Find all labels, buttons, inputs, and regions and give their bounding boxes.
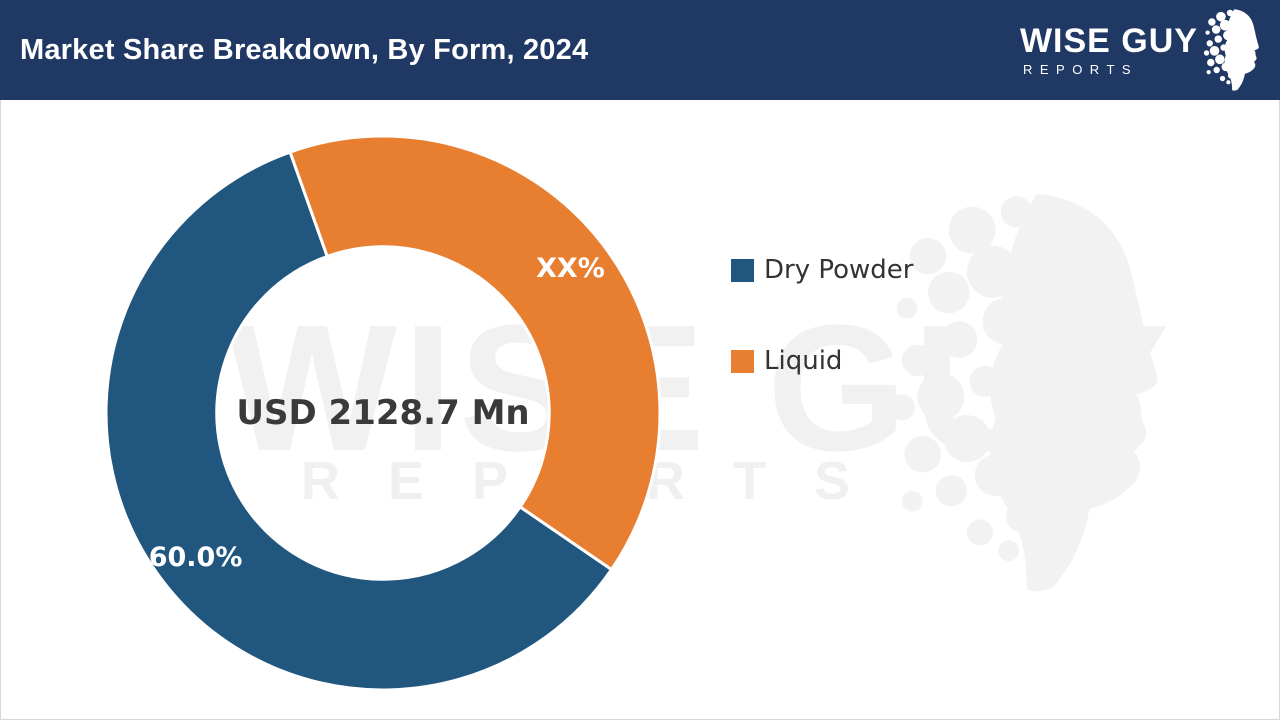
chart-area: WISE GUY REPORTS 60.0%XX% USD 2128.7 Mn … [0, 100, 1280, 720]
donut-center-label: USD 2128.7 Mn [236, 393, 529, 433]
slice-label: XX% [536, 253, 605, 284]
donut-slices: 60.0% XX% [104, 134, 662, 692]
face-logo-icon [1202, 6, 1266, 94]
slice-label: 60.0% [149, 542, 243, 573]
slice-liquid [288, 134, 662, 572]
page-title: Market Share Breakdown, By Form, 2024 [20, 33, 589, 66]
logo-text: WISE GUY REPORTS [1020, 24, 1198, 77]
legend-swatch-liquid [731, 349, 754, 373]
legend-label-liquid: Liquid [764, 346, 843, 376]
legend-label-dry-powder: Dry Powder [764, 255, 914, 285]
slice-dry-powder [104, 150, 614, 692]
watermark-face-icon [885, 178, 1187, 608]
legend: Dry Powder Liquid [731, 254, 913, 436]
legend-item-liquid: Liquid [731, 345, 913, 377]
legend-item-dry-powder: Dry Powder [731, 254, 913, 286]
donut-chart: 60.0% XX% USD 2128.7 Mn [104, 134, 662, 692]
logo-wordmark: WISE GUY [1019, 21, 1198, 60]
logo-subtitle: REPORTS [1022, 61, 1139, 77]
legend-swatch-dry-powder [731, 258, 754, 282]
wise-guy-logo: WISE GUY REPORTS [1020, 0, 1266, 100]
header: Market Share Breakdown, By Form, 2024 WI… [0, 0, 1280, 100]
